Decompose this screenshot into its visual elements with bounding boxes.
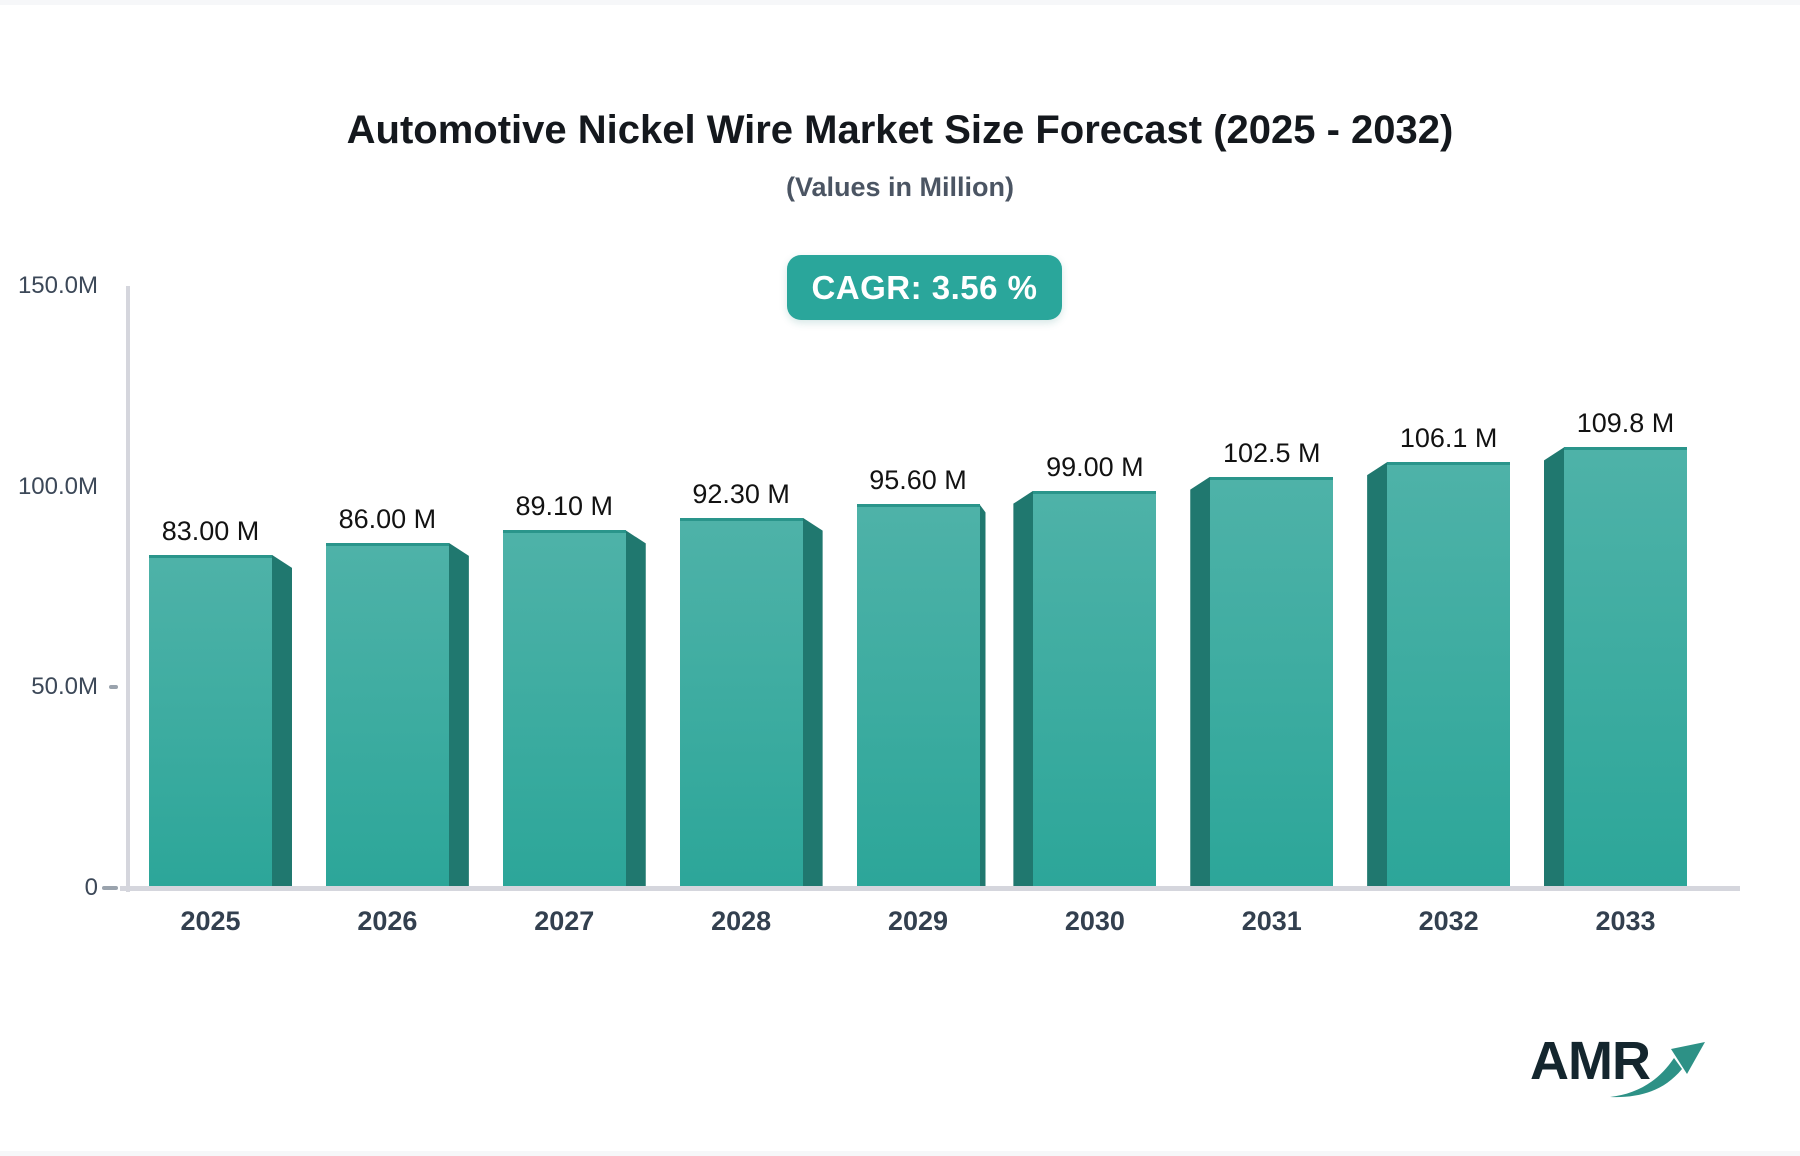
bar-front-face — [149, 554, 272, 888]
bar-front-face — [502, 530, 626, 888]
bar-value-label: 109.8 M — [1576, 408, 1675, 439]
bar-front-face — [325, 542, 449, 888]
bar-side-face — [1013, 490, 1034, 888]
bar-value-label: 102.5 M — [1222, 437, 1321, 468]
bar-value-label: 83.00 M — [161, 515, 260, 546]
bar-front-face — [1564, 447, 1687, 888]
bar-front-face — [1387, 462, 1511, 888]
bar-front-face — [1033, 490, 1157, 888]
bar-side-face — [1190, 476, 1211, 888]
y-axis-tick-mark — [102, 886, 118, 890]
x-axis-label: 2030 — [1064, 906, 1125, 936]
bar-front-face — [679, 517, 803, 888]
y-axis-tick-label: 0 — [84, 874, 98, 901]
x-axis-label: 2029 — [887, 906, 949, 936]
bar-side-face — [625, 530, 646, 888]
x-axis-label: 2033 — [1595, 906, 1656, 936]
top-edge-divider — [0, 0, 1800, 5]
page-subtitle: (Values in Million) — [785, 172, 1015, 202]
x-axis-label: 2031 — [1241, 906, 1302, 936]
bar-value-label: 89.10 M — [515, 491, 614, 522]
x-axis-label: 2032 — [1418, 906, 1479, 936]
y-axis-tick-mark — [109, 685, 118, 690]
bar-front-face — [856, 504, 980, 888]
y-axis-tick-label: 50.0M — [31, 673, 98, 701]
bar-side-face — [802, 517, 823, 888]
y-axis-tick-label: 150.0M — [17, 272, 98, 299]
bar-side-face — [979, 504, 986, 888]
bar-side-face — [1367, 462, 1388, 888]
y-axis-line — [126, 286, 130, 892]
bar-front-face — [1210, 476, 1334, 888]
bar-value-label: 99.00 M — [1046, 451, 1144, 482]
x-axis-label: 2026 — [357, 906, 418, 936]
bar-value-label: 92.30 M — [692, 478, 790, 509]
x-axis-label: 2025 — [180, 906, 241, 936]
amr-logo: AMR — [1530, 1032, 1715, 1112]
x-axis-label: 2028 — [711, 906, 772, 936]
bar-side-face — [272, 554, 292, 888]
bar-value-label: 106.1 M — [1399, 423, 1498, 454]
page-title: Automotive Nickel Wire Market Size Forec… — [346, 108, 1454, 152]
bar-side-face — [448, 542, 469, 888]
x-axis-label: 2027 — [534, 906, 595, 936]
y-axis-tick-label: 100.0M — [17, 472, 98, 500]
bottom-edge-divider — [0, 1151, 1800, 1156]
growth-arrow-icon — [1610, 1042, 1705, 1098]
cagr-badge: CAGR: 3.56 % — [787, 255, 1062, 320]
x-axis-line — [120, 886, 1740, 891]
bar-side-face — [1544, 447, 1564, 888]
bar-value-label: 95.60 M — [869, 465, 967, 496]
bar-value-label: 86.00 M — [338, 503, 437, 534]
amr-logo-text: AMR — [1530, 1031, 1651, 1091]
